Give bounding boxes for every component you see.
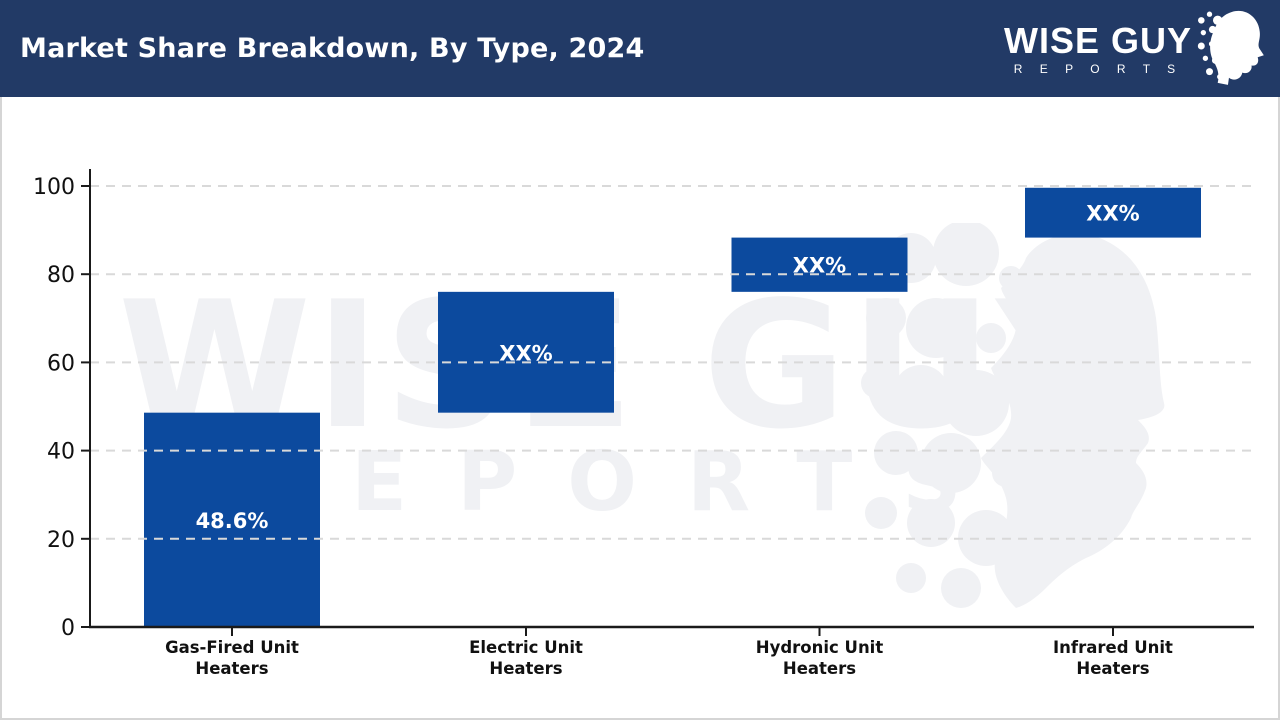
y-tick-label: 20 [47, 528, 75, 553]
waterfall-chart: 0 20 40 60 80 100 Gas-Fired Unit Heaters Electri… [33, 169, 1254, 678]
category-label: Electric Unit [469, 638, 583, 657]
bar-segment [731, 237, 908, 292]
category-label: Heaters [195, 659, 268, 678]
bar-value-label: XX% [793, 254, 846, 278]
y-tick-label: 100 [33, 175, 75, 200]
bar-segment [1025, 187, 1201, 238]
category-label: Heaters [1076, 659, 1149, 678]
y-tick-label: 80 [47, 263, 75, 288]
bar-value-label: XX% [1086, 202, 1139, 226]
bar-segment [144, 412, 320, 627]
category-label: Gas-Fired Unit [165, 638, 299, 657]
category-label: Heaters [489, 659, 562, 678]
bar-value-label: 48.6% [196, 509, 269, 533]
page-title: Market Share Breakdown, By Type, 2024 [20, 33, 645, 64]
bar-value-label: XX% [499, 341, 552, 365]
y-tick-label: 0 [61, 616, 75, 641]
y-tick-label: 60 [47, 351, 75, 376]
y-tick-label: 40 [47, 440, 75, 465]
category-label: Heaters [783, 659, 856, 678]
logo-text: WISE GUY R E P O R T S [1003, 19, 1192, 76]
logo-subtitle: R E P O R T S [1013, 61, 1183, 76]
logo-head-icon [1194, 6, 1266, 92]
bar-segment [438, 291, 614, 413]
wise-guy-reports-logo: WISE GUY R E P O R T S [1004, 6, 1266, 92]
header-banner: Market Share Breakdown, By Type, 2024 WI… [0, 0, 1280, 97]
logo-wordmark: WISE GUY [1003, 19, 1192, 61]
category-label: Hydronic Unit [756, 638, 884, 657]
category-label: Infrared Unit [1053, 638, 1173, 657]
chart-area: WISE GUY REPORTS [0, 97, 1280, 720]
